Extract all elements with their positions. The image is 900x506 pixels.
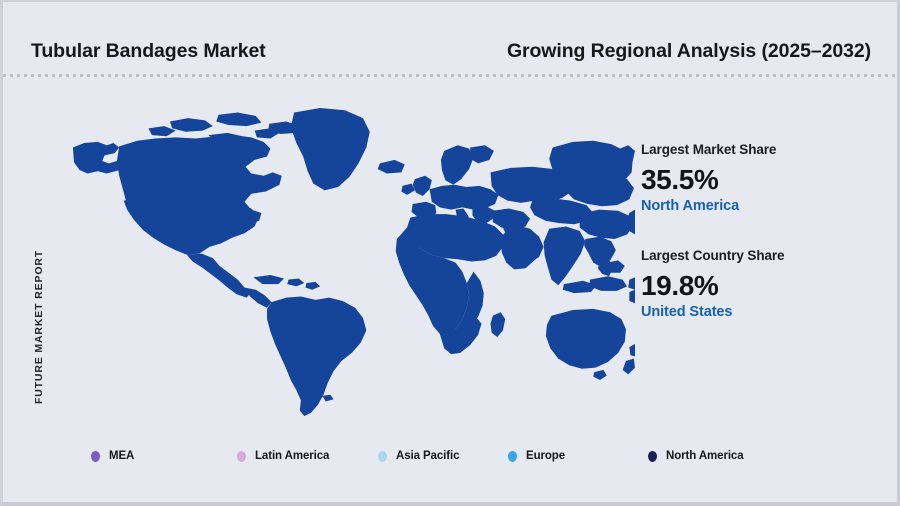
stat-label: Largest Market Share xyxy=(641,142,777,157)
stat-label: Largest Country Share xyxy=(641,248,785,264)
legend-item-asia-pacific: Asia Pacific xyxy=(378,450,459,462)
world-map-landmasses xyxy=(72,108,635,417)
legend-item-label: Europe xyxy=(526,450,566,462)
legend-item-north-america: North America xyxy=(648,450,744,462)
legend-swatch-icon xyxy=(378,450,387,462)
legend: MEA Latin America Asia Pacific Europe No… xyxy=(91,450,811,470)
legend-item-label: North America xyxy=(666,450,744,462)
legend-item-label: Latin America xyxy=(255,450,330,462)
stats-panel: Largest Market Share 35.5% North America… xyxy=(641,142,881,320)
stat-largest-country-share: Largest Country Share 19.8% United State… xyxy=(641,248,881,320)
brand-vertical-label: FUTURE MARKET REPORT xyxy=(29,234,49,420)
stat-region: United States xyxy=(641,304,733,321)
brand-vertical-label-text: FUTURE MARKET REPORT xyxy=(33,249,45,405)
world-map xyxy=(65,92,635,422)
legend-item-label: Asia Pacific xyxy=(396,450,460,462)
legend-swatch-icon xyxy=(91,450,100,462)
stat-value: 19.8% xyxy=(641,270,719,302)
page-title: Tubular Bandages Market xyxy=(31,40,266,62)
legend-item-latin-america: Latin America xyxy=(237,450,329,462)
legend-swatch-icon xyxy=(648,450,657,462)
legend-swatch-icon xyxy=(508,450,517,462)
legend-item-europe: Europe xyxy=(508,450,565,462)
header-divider xyxy=(3,74,897,77)
header-subtitle: Growing Regional Analysis (2025–2032) xyxy=(506,40,871,62)
stat-region: North America xyxy=(641,198,740,215)
legend-swatch-icon xyxy=(237,450,246,462)
header-bar: Tubular Bandages Market Growing Regional… xyxy=(3,2,897,74)
stat-largest-market-share: Largest Market Share 35.5% North America xyxy=(641,142,881,214)
legend-item-mea: MEA xyxy=(91,450,134,462)
legend-item-label: MEA xyxy=(109,450,135,462)
world-map-icon xyxy=(72,108,635,417)
stat-value: 35.5% xyxy=(641,164,719,195)
